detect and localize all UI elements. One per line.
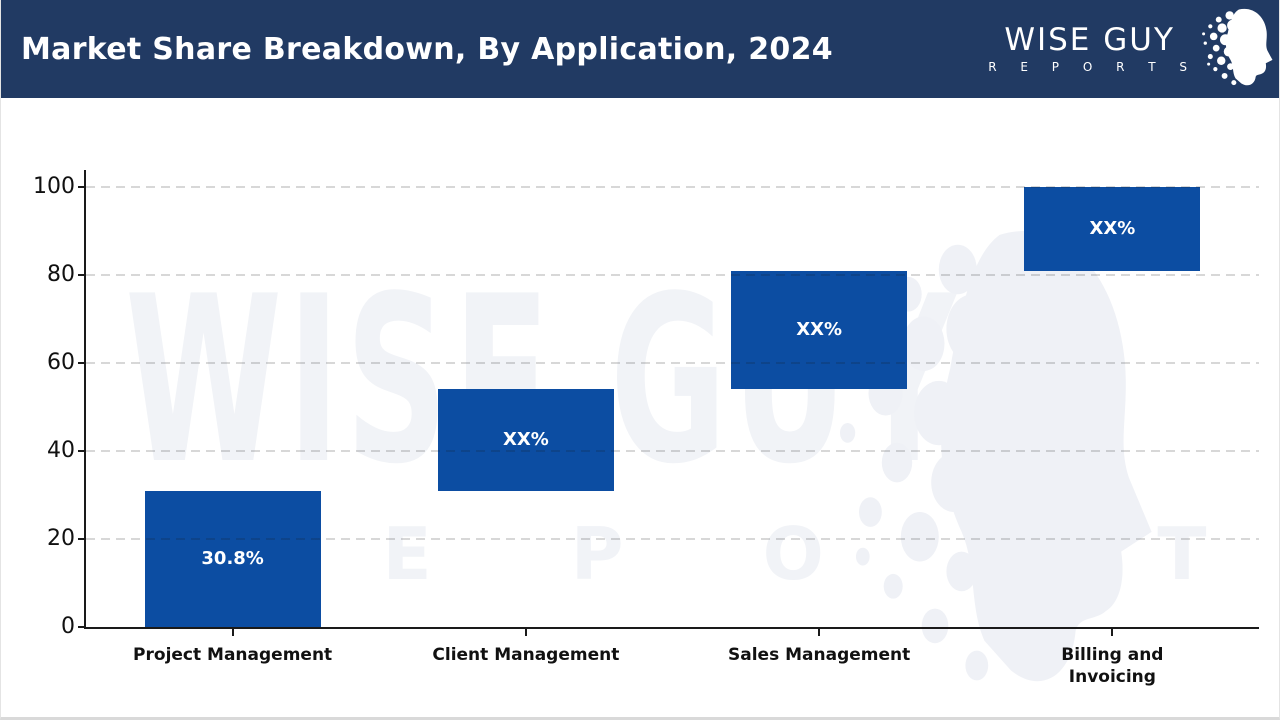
y-tick-label-40: 40 — [47, 438, 75, 463]
y-axis-tick-40 — [78, 450, 85, 452]
y-tick-label-60: 60 — [47, 350, 75, 375]
gridline-40 — [86, 450, 1259, 452]
page-title: Market Share Breakdown, By Application, … — [21, 31, 833, 67]
y-axis-tick-100 — [78, 186, 85, 188]
y-tick-label-0: 0 — [61, 614, 75, 639]
y-axis-line — [84, 170, 86, 629]
y-tick-label-100: 100 — [33, 174, 75, 199]
x-axis-tick — [818, 629, 821, 636]
bar-value-label: XX% — [1089, 217, 1136, 239]
header: Market Share Breakdown, By Application, … — [1, 0, 1279, 98]
bar-value-label: 30.8% — [201, 548, 264, 570]
x-tick-label: Client Management — [432, 645, 620, 665]
gridline-20 — [86, 538, 1259, 540]
bar-value-label: XX% — [796, 319, 843, 340]
y-tick-label-80: 80 — [47, 262, 75, 287]
logo-wordmark: WISE GUY — [1004, 21, 1175, 58]
x-tick-label: Project Management — [133, 645, 333, 665]
gridline-60 — [86, 362, 1259, 364]
y-tick-label-20: 20 — [47, 526, 75, 551]
x-axis-line — [84, 627, 1259, 629]
bar-segment — [144, 491, 321, 627]
x-tick-label: Sales Management — [728, 645, 911, 665]
bar-segment — [437, 389, 614, 492]
x-axis-tick — [524, 629, 527, 636]
y-axis-tick-60 — [78, 362, 85, 364]
gridline-80 — [86, 274, 1259, 276]
wise-guy-head-icon — [1202, 8, 1273, 86]
logo-text: WISE GUY R E P O R T S — [982, 21, 1197, 74]
logo-subtitle: R E P O R T S — [988, 59, 1197, 74]
gridline-100 — [86, 186, 1259, 188]
x-axis-tick — [1111, 629, 1114, 636]
y-axis-tick-80 — [78, 274, 85, 276]
wise-guy-logo: WISE GUY R E P O R T S — [982, 6, 1275, 92]
y-axis-tick-20 — [78, 538, 85, 540]
x-axis-tick — [231, 629, 234, 636]
x-tick-label: Billing and Invoicing — [1061, 645, 1164, 688]
bar-value-label: XX% — [502, 429, 549, 451]
watermark-subtitle: R E P O R T S — [188, 512, 1279, 596]
y-axis-tick-0 — [78, 626, 85, 628]
